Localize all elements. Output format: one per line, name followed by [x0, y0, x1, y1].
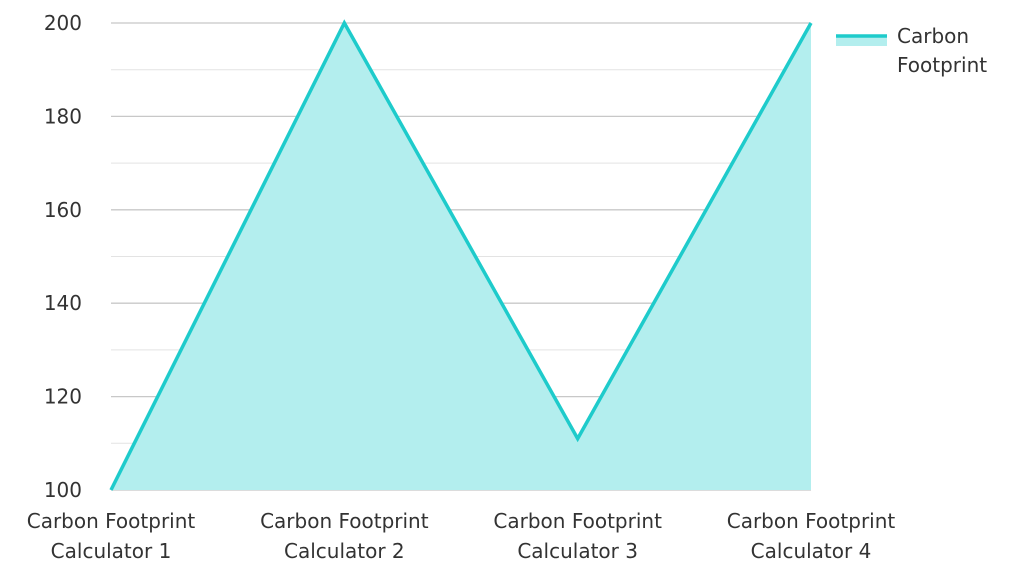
y-tick-label: 180: [44, 104, 82, 128]
x-tick-label-line: Calculator 3: [517, 539, 638, 562]
y-axis-ticks: 100 120 140 160 180 200: [44, 11, 82, 502]
y-tick-label: 120: [44, 385, 82, 409]
legend-label-line: Carbon: [897, 24, 969, 48]
x-tick-label: Carbon Footprint Calculator 2: [260, 509, 429, 562]
x-tick-label: Carbon Footprint Calculator 3: [493, 509, 662, 562]
x-tick-label: Carbon Footprint Calculator 1: [27, 509, 196, 562]
y-tick-label: 140: [44, 291, 82, 315]
legend-label: Carbon Footprint: [897, 24, 987, 77]
x-tick-label-line: Carbon Footprint: [27, 509, 196, 533]
legend-label-line: Footprint: [897, 53, 987, 77]
x-tick-label-line: Carbon Footprint: [727, 509, 896, 533]
legend: Carbon Footprint: [836, 24, 987, 77]
x-tick-label-line: Carbon Footprint: [493, 509, 662, 533]
x-tick-label-line: Carbon Footprint: [260, 509, 429, 533]
x-tick-label-line: Calculator 2: [284, 539, 405, 562]
y-tick-label: 200: [44, 11, 82, 35]
x-tick-label: Carbon Footprint Calculator 4: [727, 509, 896, 562]
y-tick-label: 100: [44, 478, 82, 502]
x-tick-label-line: Calculator 1: [51, 539, 172, 562]
y-tick-label: 160: [44, 198, 82, 222]
x-tick-label-line: Calculator 4: [751, 539, 872, 562]
